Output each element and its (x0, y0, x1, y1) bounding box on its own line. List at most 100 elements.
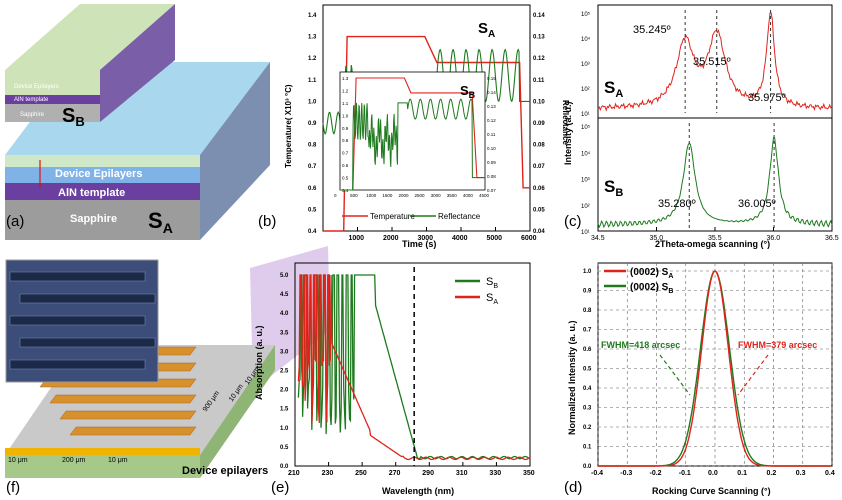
b-ytick-left: 0.7 (308, 164, 317, 170)
b-ytick-right: 0.04 (533, 229, 545, 235)
d-xtick-label: 0.3 (796, 470, 806, 477)
c-xtick-label: 36.5 (825, 235, 839, 242)
b-ytick-left: 1.1 (308, 78, 317, 84)
e-sb-curve (297, 274, 531, 460)
f-gold-strip (5, 448, 200, 455)
b-inset-ytick-left: 0.6 (342, 163, 349, 168)
b-inset-ytick-left: 0.8 (342, 138, 349, 143)
d-xlabel: Rocking Curve Scanning (°) (652, 486, 771, 496)
c-xtick-label: 35.5 (708, 235, 722, 242)
b-inset-xtick: 500 (350, 193, 358, 198)
d-legend-sa: (0002) SA (630, 267, 673, 280)
e-xtick-label: 250 (355, 470, 367, 477)
d-ytick: 0.8 (583, 308, 592, 314)
d-ticks: -0.4 -0.3 -0.2 -0.1 0.0 0.1 0.2 0.3 0.4 0.0 0.1 0.2… (583, 263, 835, 477)
c-peak-b2: 36.005º (738, 198, 776, 210)
d-xtick-label: 0.2 (767, 470, 777, 477)
e-ylabel: Absorption (a. u.) (254, 326, 264, 401)
e-xtick-label: 330 (489, 470, 501, 477)
b-xtick-label: 2000 (383, 235, 399, 242)
e-ytick: 4.0 (280, 311, 289, 317)
e-ytick: 3.0 (280, 349, 289, 355)
panel-e: 210 230 250 270 290 310 330 350 0.0 0.5 1.0 1.5 2.0 2… (254, 262, 535, 496)
d-xtick-label: -0.4 (591, 470, 603, 477)
b-ytick-right: 0.14 (533, 13, 545, 19)
b-inset-ytick-right: 0.08 (487, 174, 496, 179)
c-ytick: 10³ (581, 62, 590, 68)
b-inset-xtick: 1500 (382, 193, 393, 198)
b-ytick-left: 0.4 (308, 229, 317, 235)
c-xlabel: 2Theta-omega scanning (°) (655, 239, 770, 249)
c-ytick: 10⁴ (581, 150, 591, 157)
f-micro-finger (9, 271, 146, 282)
d-fwhm-b: FWHM=418 arcsec (601, 340, 680, 350)
b-inset-ytick-right: 0.12 (487, 118, 496, 123)
f-dim-1: 10 μm (8, 457, 28, 464)
d-sa-curve (598, 270, 831, 467)
b-inset-xtick: 0 (334, 193, 337, 198)
e-xtick-label: 210 (288, 470, 300, 477)
c-peak-b1: 35.280º (658, 198, 696, 210)
c-xtick-label: 34.5 (591, 235, 605, 242)
d-ytick: 0.1 (583, 445, 592, 451)
panel-b-label: (b) (258, 213, 276, 230)
b-inset-title: SB (460, 83, 476, 100)
d-ytick: 0.7 (583, 328, 592, 334)
big-label-epi: Device Epilayers (55, 168, 142, 180)
c-ytick: 10⁵ (581, 124, 591, 131)
big-layer-epi (5, 167, 200, 183)
c-ytick: 10⁴ (581, 36, 591, 43)
d-arrow-b (659, 354, 691, 396)
f-epi-label: Device epilayers (182, 465, 268, 477)
f-micro-finger (19, 337, 156, 348)
c-sa-label: SA (604, 78, 623, 100)
b-ytick-left: 1.0 (308, 99, 317, 105)
b-inset-xtick: 2000 (398, 193, 409, 198)
b-ytick-left: 0.5 (308, 207, 317, 213)
c-xtick-label: 36.0 (767, 235, 781, 242)
c-peak-a1: 35.245º (633, 24, 671, 36)
d-ytick: 0.4 (583, 386, 592, 392)
b-inset-ytick-right: 0.09 (487, 160, 496, 165)
c-peak-a3: 35.975º (748, 92, 786, 104)
e-ytick: 2.5 (280, 369, 289, 375)
b-inset-ytick-right: 0.10 (487, 146, 496, 151)
big-layer-aln (5, 183, 200, 200)
d-xtick-label: 0.1 (737, 470, 747, 477)
b-ylabel-right: Reflectance (561, 100, 570, 145)
small-stack-top (5, 4, 175, 70)
panel-d: -0.4 -0.3 -0.2 -0.1 0.0 0.1 0.2 0.3 0.4 0.0 0.1 0.2… (564, 262, 835, 496)
e-legend-sb: SB (486, 276, 498, 290)
b-inset-xtick: 2500 (415, 193, 426, 198)
b-xtick-label: 5000 (487, 235, 503, 242)
c-ytick: 10² (581, 204, 590, 210)
b-inset-xtick: 1000 (366, 193, 377, 198)
c-ylabel: Intensity (a. u.) (563, 101, 573, 165)
sb-label: SB (62, 105, 85, 129)
c-ticks: 34.5 35.0 35.5 36.0 36.5 10¹ 10² 10³ 10⁴ 10⁵ 10¹ 10… (581, 11, 839, 242)
f-finger (69, 426, 197, 436)
b-inset-ytick-left: 1.1 (342, 101, 349, 106)
panel-c-label: (c) (564, 213, 582, 230)
small-layer-sapphire (5, 104, 100, 122)
c-ytick: 10¹ (581, 230, 590, 236)
panel-d-label: (d) (564, 479, 582, 496)
big-layer-sapphire (5, 200, 200, 240)
b-inset-ytick-left: 0.9 (342, 126, 349, 131)
e-xtick-label: 350 (523, 470, 535, 477)
e-xtick-label: 310 (456, 470, 468, 477)
b-legend-temp: Temperature (370, 212, 415, 221)
b-xtick-label: 1000 (349, 235, 365, 242)
e-ytick: 1.0 (280, 426, 289, 432)
f-micro-finger (9, 315, 146, 326)
f-micro-finger (19, 293, 156, 304)
c-sa-curve (597, 12, 833, 112)
c-sb-label: SB (604, 177, 623, 199)
b-inset-xtick: 4000 (463, 193, 474, 198)
d-ytick: 0.6 (583, 347, 592, 353)
panel-a-label: (a) (6, 213, 24, 230)
b-inset-ytick-left: 0.7 (342, 151, 349, 156)
big-stack-side (200, 62, 270, 240)
b-inset-xtick: 3500 (447, 193, 458, 198)
